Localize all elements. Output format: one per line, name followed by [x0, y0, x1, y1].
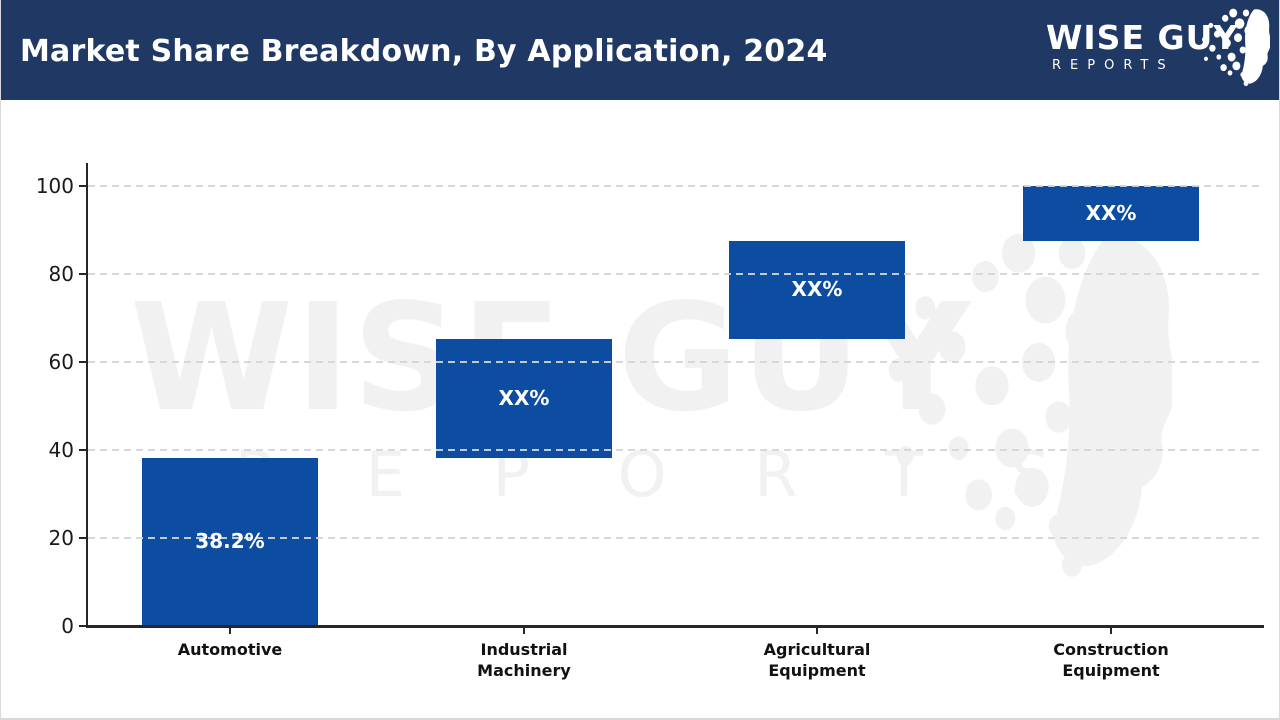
bar-value-label: 38.2% — [195, 528, 265, 553]
bar-industrial-machinery — [436, 339, 612, 458]
bar-automotive — [142, 457, 318, 626]
y-axis-tick — [79, 185, 87, 187]
gridline-y-60 — [88, 361, 1264, 363]
bar-construction-equipment — [1023, 186, 1199, 241]
x-axis-tick — [1110, 627, 1112, 634]
bar-value-label: XX% — [791, 277, 843, 302]
y-axis-tick-label: 80 — [48, 262, 74, 286]
y-axis-line — [86, 163, 88, 628]
bar-value-label: XX% — [1085, 200, 1137, 225]
page-title: Market Share Breakdown, By Application, … — [20, 34, 828, 69]
x-axis-tick — [523, 627, 525, 634]
y-axis-tick — [79, 625, 87, 627]
x-axis-category-label: Industrial Machinery — [477, 640, 571, 680]
x-axis-category-label: Construction Equipment — [1053, 640, 1169, 680]
y-axis-tick-label: 100 — [35, 174, 74, 198]
x-axis-category-label: Agricultural Equipment — [763, 640, 871, 680]
y-axis-tick — [79, 361, 87, 363]
y-axis-tick — [79, 273, 87, 275]
gridline-y-40 — [88, 449, 1264, 451]
x-axis-category-label: Automotive — [177, 640, 283, 659]
gridline-y-100 — [88, 185, 1264, 187]
wiseguy-face-icon — [1202, 8, 1270, 87]
bar-value-label: XX% — [498, 385, 550, 410]
x-axis-tick — [816, 627, 818, 634]
watermark-face-icon — [888, 233, 1172, 577]
bar-agricultural-equipment — [729, 241, 905, 340]
y-axis-tick — [79, 449, 87, 451]
x-axis-line — [86, 625, 1264, 628]
y-axis-tick-label: 0 — [61, 614, 74, 638]
gridline-y-20 — [88, 537, 1264, 539]
y-axis-tick-label: 40 — [48, 438, 74, 462]
wiseguy-logo: WISE GUY REPORTS — [1000, 0, 1270, 100]
x-axis-tick — [229, 627, 231, 634]
y-axis-tick-label: 60 — [48, 350, 74, 374]
gridline-y-80 — [88, 273, 1264, 275]
logo-reports-text: REPORTS — [1052, 58, 1175, 73]
y-axis-tick — [79, 537, 87, 539]
header-bar: Market Share Breakdown, By Application, … — [0, 0, 1280, 100]
y-axis-tick-label: 20 — [48, 526, 74, 550]
